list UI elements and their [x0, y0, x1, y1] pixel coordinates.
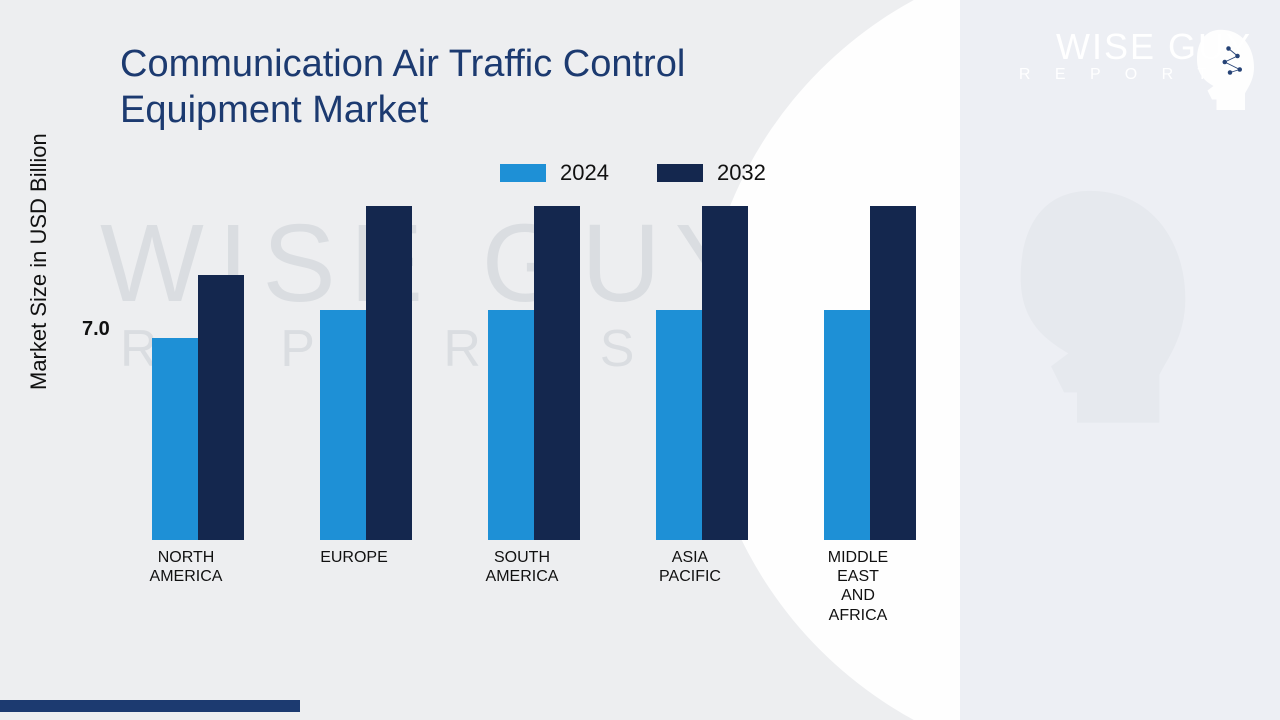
bar-v2032 — [534, 206, 580, 540]
bar-v2024 — [656, 310, 702, 540]
plot-area — [120, 180, 950, 540]
bar-v2032 — [870, 206, 916, 540]
y-tick-7: 7.0 — [82, 318, 110, 341]
footer-strip — [0, 700, 300, 712]
x-axis-label: MIDDLE EAST AND AFRICA — [788, 548, 928, 625]
brand-head-icon — [1182, 26, 1260, 116]
x-axis-label: ASIA PACIFIC — [620, 548, 760, 586]
chart-title: Communication Air Traffic Control Equipm… — [120, 42, 820, 133]
bar-v2032 — [366, 206, 412, 540]
x-axis-label: SOUTH AMERICA — [452, 548, 592, 586]
y-axis-label: Market Size in USD Billion — [26, 133, 52, 390]
bar-v2032 — [702, 206, 748, 540]
x-axis-label: EUROPE — [284, 548, 424, 567]
bar-v2032 — [198, 275, 244, 540]
chart-canvas: WISE GUY REPORTS Communication Air Traff… — [0, 0, 1280, 720]
x-axis-label: NORTH AMERICA — [116, 548, 256, 586]
bar-chart: 20242032 Market Size in USD Billion 7.0 … — [60, 160, 960, 640]
bar-v2024 — [152, 338, 198, 540]
bar-v2024 — [824, 310, 870, 540]
bar-v2024 — [320, 310, 366, 540]
bar-v2024 — [488, 310, 534, 540]
